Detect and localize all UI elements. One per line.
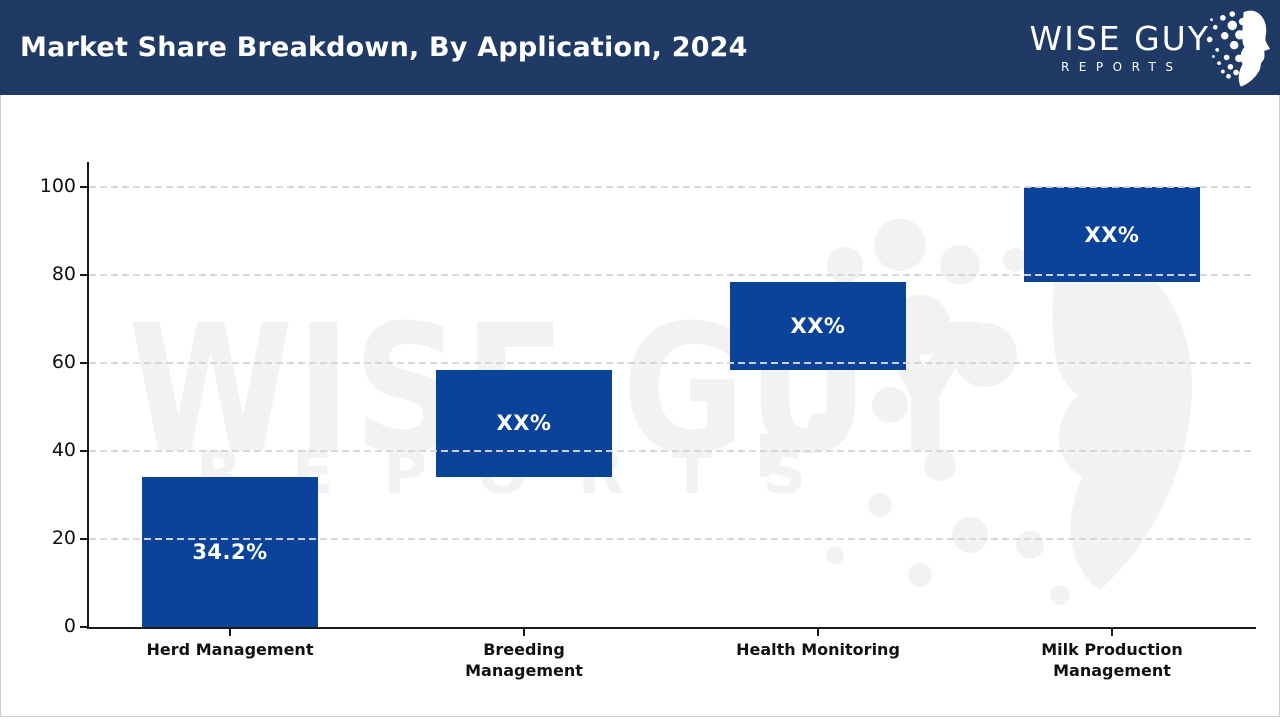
y-tick-label: 0 [63, 615, 76, 637]
face-dots-icon [1206, 10, 1270, 87]
bar-value-label: XX% [1084, 222, 1140, 247]
y-tick-label: 100 [39, 175, 76, 197]
h-gridline [89, 362, 1255, 364]
h-gridline [89, 274, 1255, 276]
x-tick-mark [523, 629, 525, 636]
h-gridline [89, 538, 1255, 540]
bar-segment: 34.2% [142, 476, 318, 627]
brand-logo: WISE GUY REPORTS [1029, 6, 1280, 90]
y-tick-label: 40 [51, 439, 76, 461]
y-tick-label: 80 [51, 263, 76, 285]
bar-value-label: XX% [496, 411, 552, 436]
x-tick-mark [1111, 629, 1113, 636]
x-axis-line [87, 627, 1256, 629]
h-gridline [89, 450, 1255, 452]
bar-value-label: XX% [790, 314, 846, 339]
page-title: Market Share Breakdown, By Application, … [20, 32, 748, 63]
x-tick-mark [229, 629, 231, 636]
y-tick-mark [80, 274, 88, 276]
x-category-label: Herd Management [146, 640, 314, 659]
brand-subname: REPORTS [1060, 59, 1183, 74]
bar-segment: XX% [730, 282, 906, 370]
x-tick-mark [817, 629, 819, 636]
h-gridline [89, 186, 1255, 188]
y-tick-mark [80, 450, 88, 452]
x-category-label: Milk Production Management [1041, 640, 1183, 681]
y-tick-mark [80, 186, 88, 188]
x-category-label: Health Monitoring [736, 640, 900, 659]
header-banner: Market Share Breakdown, By Application, … [0, 0, 1280, 95]
brand-name: WISE GUY [1029, 18, 1210, 58]
bar-segment: XX% [436, 369, 612, 477]
bar-value-label: 34.2% [192, 539, 268, 564]
y-tick-mark [80, 362, 88, 364]
brand-logo-text: WISE GUY REPORTS [1029, 22, 1210, 74]
x-category-label: Breeding Management [465, 640, 583, 681]
y-tick-mark [80, 626, 88, 628]
y-tick-label: 20 [51, 527, 76, 549]
y-tick-mark [80, 538, 88, 540]
y-tick-label: 60 [51, 351, 76, 373]
y-axis-line [87, 162, 89, 629]
bar-segment: XX% [1024, 187, 1200, 283]
